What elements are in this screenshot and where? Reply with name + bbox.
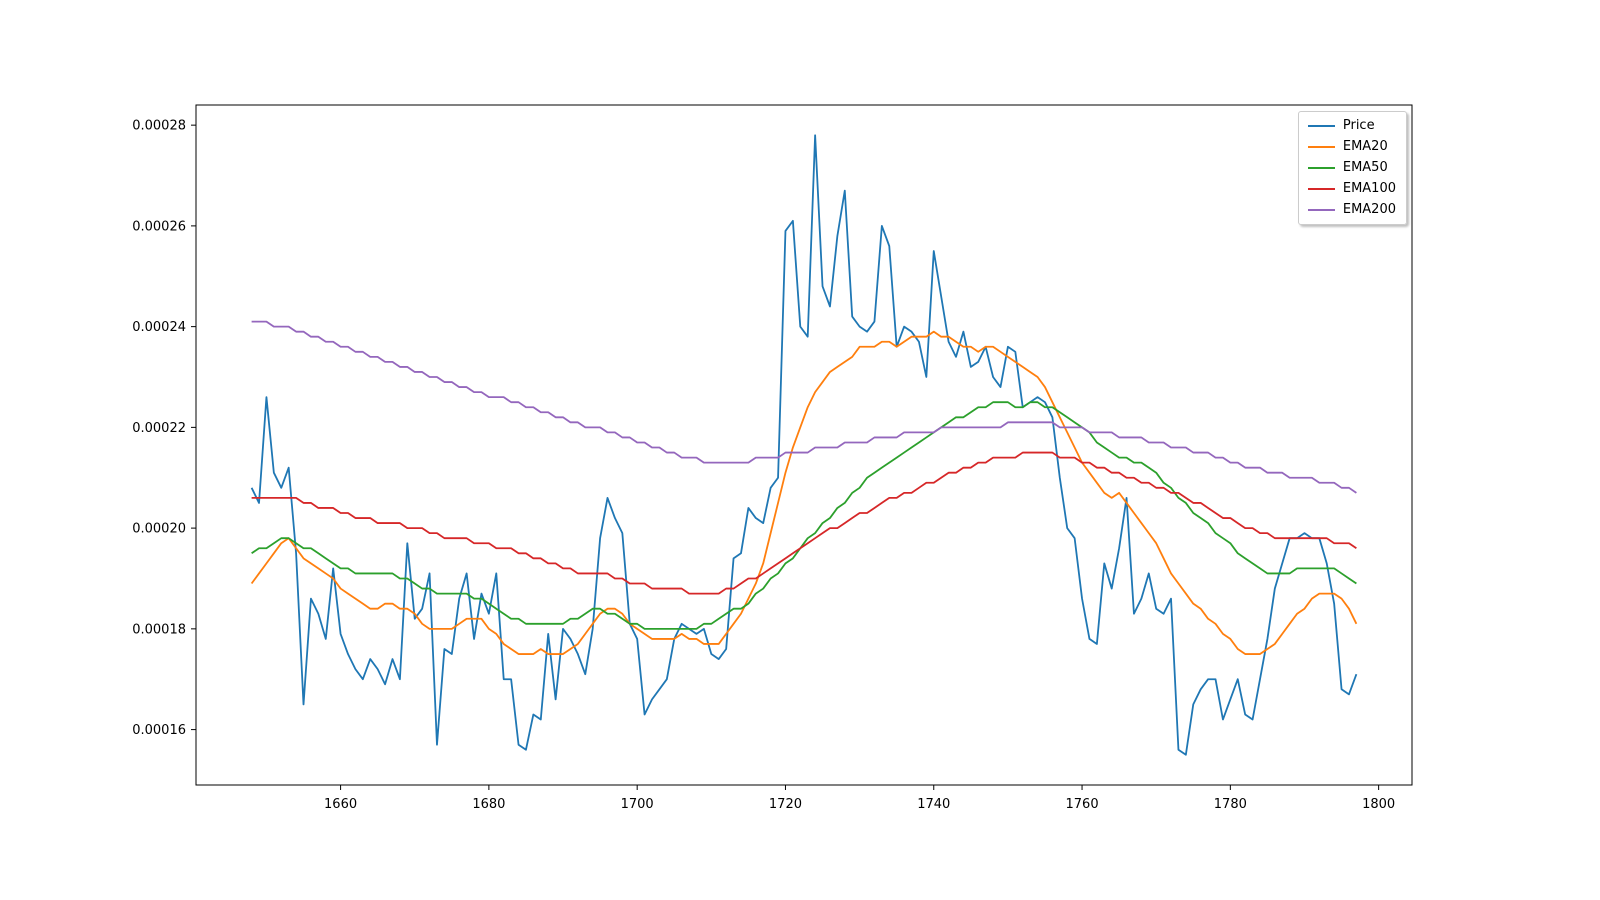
legend-item-ema100: EMA100 (1307, 181, 1396, 196)
x-tick-label: 1800 (1362, 797, 1395, 812)
x-tick-label: 1720 (769, 797, 802, 812)
series-line-ema50 (251, 401, 1357, 630)
x-tick-label: 1740 (917, 797, 950, 812)
x-tick-label: 1760 (1066, 797, 1099, 812)
legend-line-sample (1307, 125, 1335, 127)
legend-label: Price (1342, 118, 1375, 133)
series-line-ema200 (251, 320, 1357, 494)
legend-label: EMA20 (1342, 139, 1388, 154)
legend-line-sample (1307, 209, 1335, 211)
y-tick-label: 0.00020 (132, 522, 186, 537)
legend-line-sample (1307, 167, 1335, 169)
y-tick-label: 0.00026 (132, 219, 186, 234)
y-tick-label: 0.00018 (132, 622, 186, 637)
y-tick-label: 0.00028 (132, 119, 186, 134)
x-tick-label: 1680 (472, 797, 505, 812)
legend-item-ema50: EMA50 (1307, 160, 1396, 175)
series-line-ema100 (251, 451, 1357, 595)
x-tick-label: 1660 (324, 797, 357, 812)
legend-line-sample (1307, 188, 1335, 190)
axes-border (195, 104, 1413, 786)
y-tick-label: 0.00016 (132, 723, 186, 738)
legend-label: EMA50 (1342, 160, 1388, 175)
legend-item-ema20: EMA20 (1307, 139, 1396, 154)
legend-item-ema200: EMA200 (1307, 202, 1396, 217)
legend-line-sample (1307, 146, 1335, 148)
y-tick-label: 0.00024 (132, 320, 186, 335)
x-tick-label: 1700 (621, 797, 654, 812)
x-tick-label: 1780 (1214, 797, 1247, 812)
legend-label: EMA100 (1342, 181, 1396, 196)
series-line-price (250, 134, 1358, 756)
legend-label: EMA200 (1342, 202, 1396, 217)
series-line-ema20 (250, 330, 1358, 655)
y-tick-label: 0.00022 (132, 421, 186, 436)
legend-item-price: Price (1307, 118, 1396, 133)
legend: Price EMA20 EMA50 EMA100 EMA200 (1297, 111, 1407, 225)
